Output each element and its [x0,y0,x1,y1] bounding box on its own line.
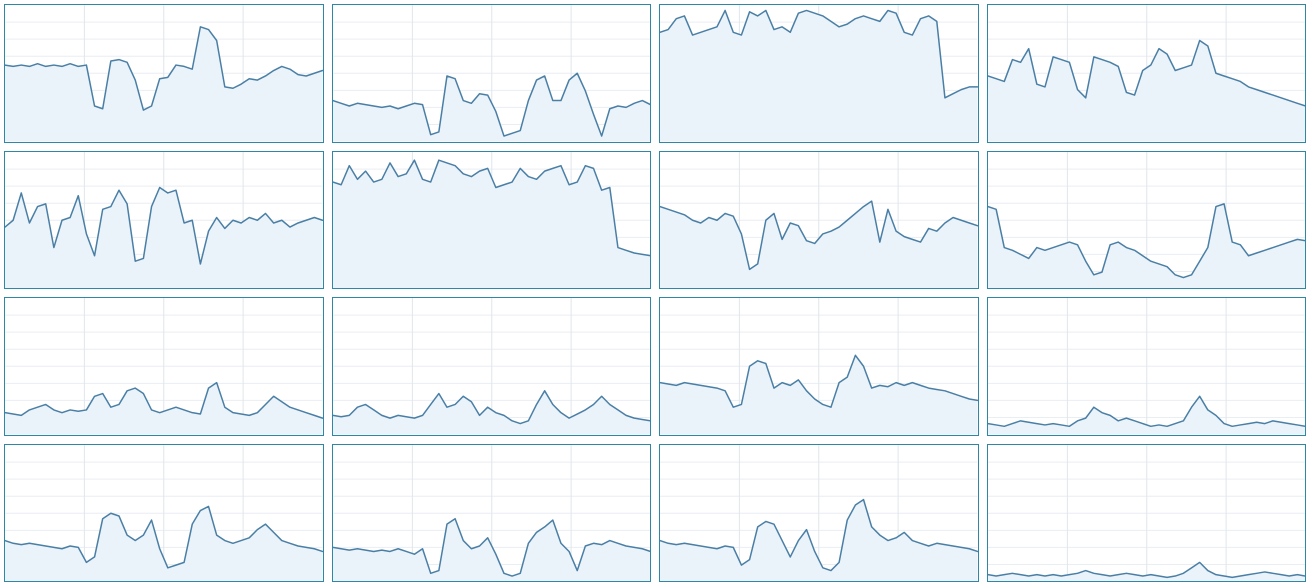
sparkline-chart [660,5,978,142]
sparkline-chart [333,5,651,142]
sparkline-grid [0,0,1310,586]
sparkline-chart [988,298,1306,435]
sparkline-panel-5 [332,151,652,290]
sparkline-chart [988,445,1306,582]
sparkline-panel-13 [332,444,652,583]
sparkline-chart [333,445,651,582]
sparkline-panel-3 [987,4,1307,143]
sparkline-panel-0 [4,4,324,143]
sparkline-panel-14 [659,444,979,583]
sparkline-panel-9 [332,297,652,436]
sparkline-panel-11 [987,297,1307,436]
sparkline-chart [5,5,323,142]
sparkline-panel-15 [987,444,1307,583]
sparkline-chart [660,445,978,582]
sparkline-panel-2 [659,4,979,143]
sparkline-chart [333,152,651,289]
sparkline-chart [660,152,978,289]
sparkline-panel-4 [4,151,324,290]
sparkline-panel-10 [659,297,979,436]
sparkline-chart [5,152,323,289]
sparkline-chart [5,298,323,435]
sparkline-panel-1 [332,4,652,143]
sparkline-chart [660,298,978,435]
sparkline-chart [5,445,323,582]
sparkline-chart [333,298,651,435]
sparkline-panel-6 [659,151,979,290]
sparkline-chart [988,152,1306,289]
sparkline-panel-12 [4,444,324,583]
sparkline-chart [988,5,1306,142]
sparkline-panel-7 [987,151,1307,290]
sparkline-panel-8 [4,297,324,436]
